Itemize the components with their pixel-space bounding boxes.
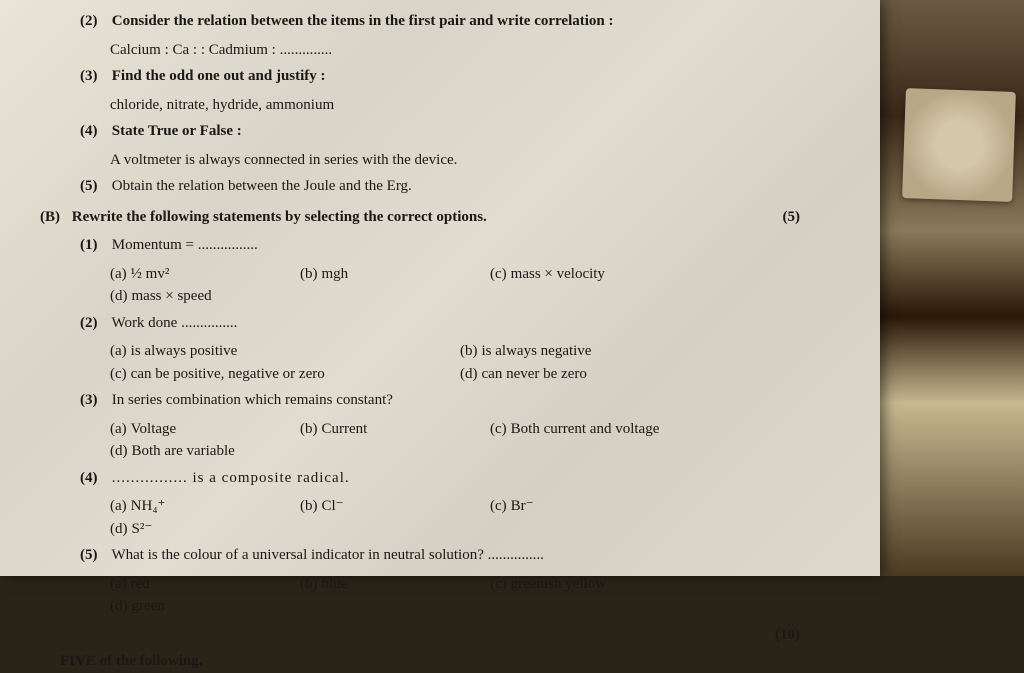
section-b-text: Rewrite the following statements by sele… (72, 209, 487, 225)
question-b4: (4) ................ is a composite radi… (80, 467, 840, 490)
footer-marks: (10) (80, 624, 800, 647)
b1-opt-d: (d)mass × speed (110, 285, 290, 308)
b1-text: Momentum = ................ (112, 237, 258, 253)
b2-number: (2) (80, 312, 108, 335)
b2-opt-c: (c)can be positive, negative or zero (110, 363, 450, 386)
cutoff-text: FIVE of the following. (60, 650, 840, 673)
b5-options: (a)red (b)blue (c)greenish yellow (d)gre… (110, 573, 840, 618)
q4-number: (4) (80, 120, 108, 143)
b4-opt-b: (b)Cl⁻ (300, 495, 480, 518)
b4-number: (4) (80, 467, 108, 490)
q4-sub: A voltmeter is always connected in serie… (110, 149, 840, 172)
background-right (880, 0, 1024, 576)
section-b-label: (B) (40, 209, 60, 225)
q2-text: Consider the relation between the items … (112, 13, 614, 29)
b1-opt-c: (c)mass × velocity (490, 263, 670, 286)
b5-text: What is the colour of a universal indica… (111, 547, 543, 563)
question-3: (3) Find the odd one out and justify : (80, 65, 840, 88)
q3-text: Find the odd one out and justify : (112, 68, 326, 84)
b2-opt-d: (d)can never be zero (460, 363, 640, 386)
b1-options: (a)½ mv² (b)mgh (c)mass × velocity (d)ma… (110, 263, 840, 308)
b3-opt-c: (c)Both current and voltage (490, 418, 710, 441)
b1-number: (1) (80, 234, 108, 257)
b1-opt-b: (b)mgh (300, 263, 480, 286)
b3-number: (3) (80, 389, 108, 412)
b3-text: In series combination which remains cons… (112, 392, 393, 408)
q3-sub: chloride, nitrate, hydride, ammonium (110, 94, 840, 117)
question-b1: (1) Momentum = ................ (80, 234, 840, 257)
question-2: (2) Consider the relation between the it… (80, 10, 840, 33)
b4-text: ................ is a composite radical. (112, 470, 350, 486)
q4-text: State True or False : (112, 123, 242, 139)
b5-number: (5) (80, 544, 108, 567)
b2-options: (a)is always positive (b)is always negat… (110, 340, 840, 385)
exam-paper: (2) Consider the relation between the it… (0, 0, 880, 576)
question-5: (5) Obtain the relation between the Joul… (80, 175, 840, 198)
b4-opt-d: (d)S²⁻ (110, 518, 290, 541)
b1-opt-a: (a)½ mv² (110, 263, 290, 286)
b3-opt-b: (b)Current (300, 418, 480, 441)
b2-opt-b: (b)is always negative (460, 340, 640, 363)
b2-text: Work done ............... (111, 315, 237, 331)
b3-opt-a: (a)Voltage (110, 418, 290, 441)
q2-number: (2) (80, 10, 108, 33)
b3-options: (a)Voltage (b)Current (c)Both current an… (110, 418, 840, 463)
q3-number: (3) (80, 65, 108, 88)
question-b2: (2) Work done ............... (80, 312, 840, 335)
question-b5: (5) What is the colour of a universal in… (80, 544, 840, 567)
q5-text: Obtain the relation between the Joule an… (112, 178, 412, 194)
floor-tile (902, 88, 1016, 202)
b3-opt-d: (d)Both are variable (110, 440, 260, 463)
b5-opt-d: (d)green (110, 595, 290, 618)
b4-opt-a: (a)NH₄⁺ (110, 495, 290, 518)
section-b-marks: (5) (783, 206, 801, 229)
question-4: (4) State True or False : (80, 120, 840, 143)
q5-number: (5) (80, 175, 108, 198)
b2-opt-a: (a)is always positive (110, 340, 450, 363)
b4-options: (a)NH₄⁺ (b)Cl⁻ (c)Br⁻ (d)S²⁻ (110, 495, 840, 540)
question-b3: (3) In series combination which remains … (80, 389, 840, 412)
b4-opt-c: (c)Br⁻ (490, 495, 670, 518)
q2-sub: Calcium : Ca : : Cadmium : .............… (110, 39, 840, 62)
section-b: (B) Rewrite the following statements by … (40, 206, 840, 229)
